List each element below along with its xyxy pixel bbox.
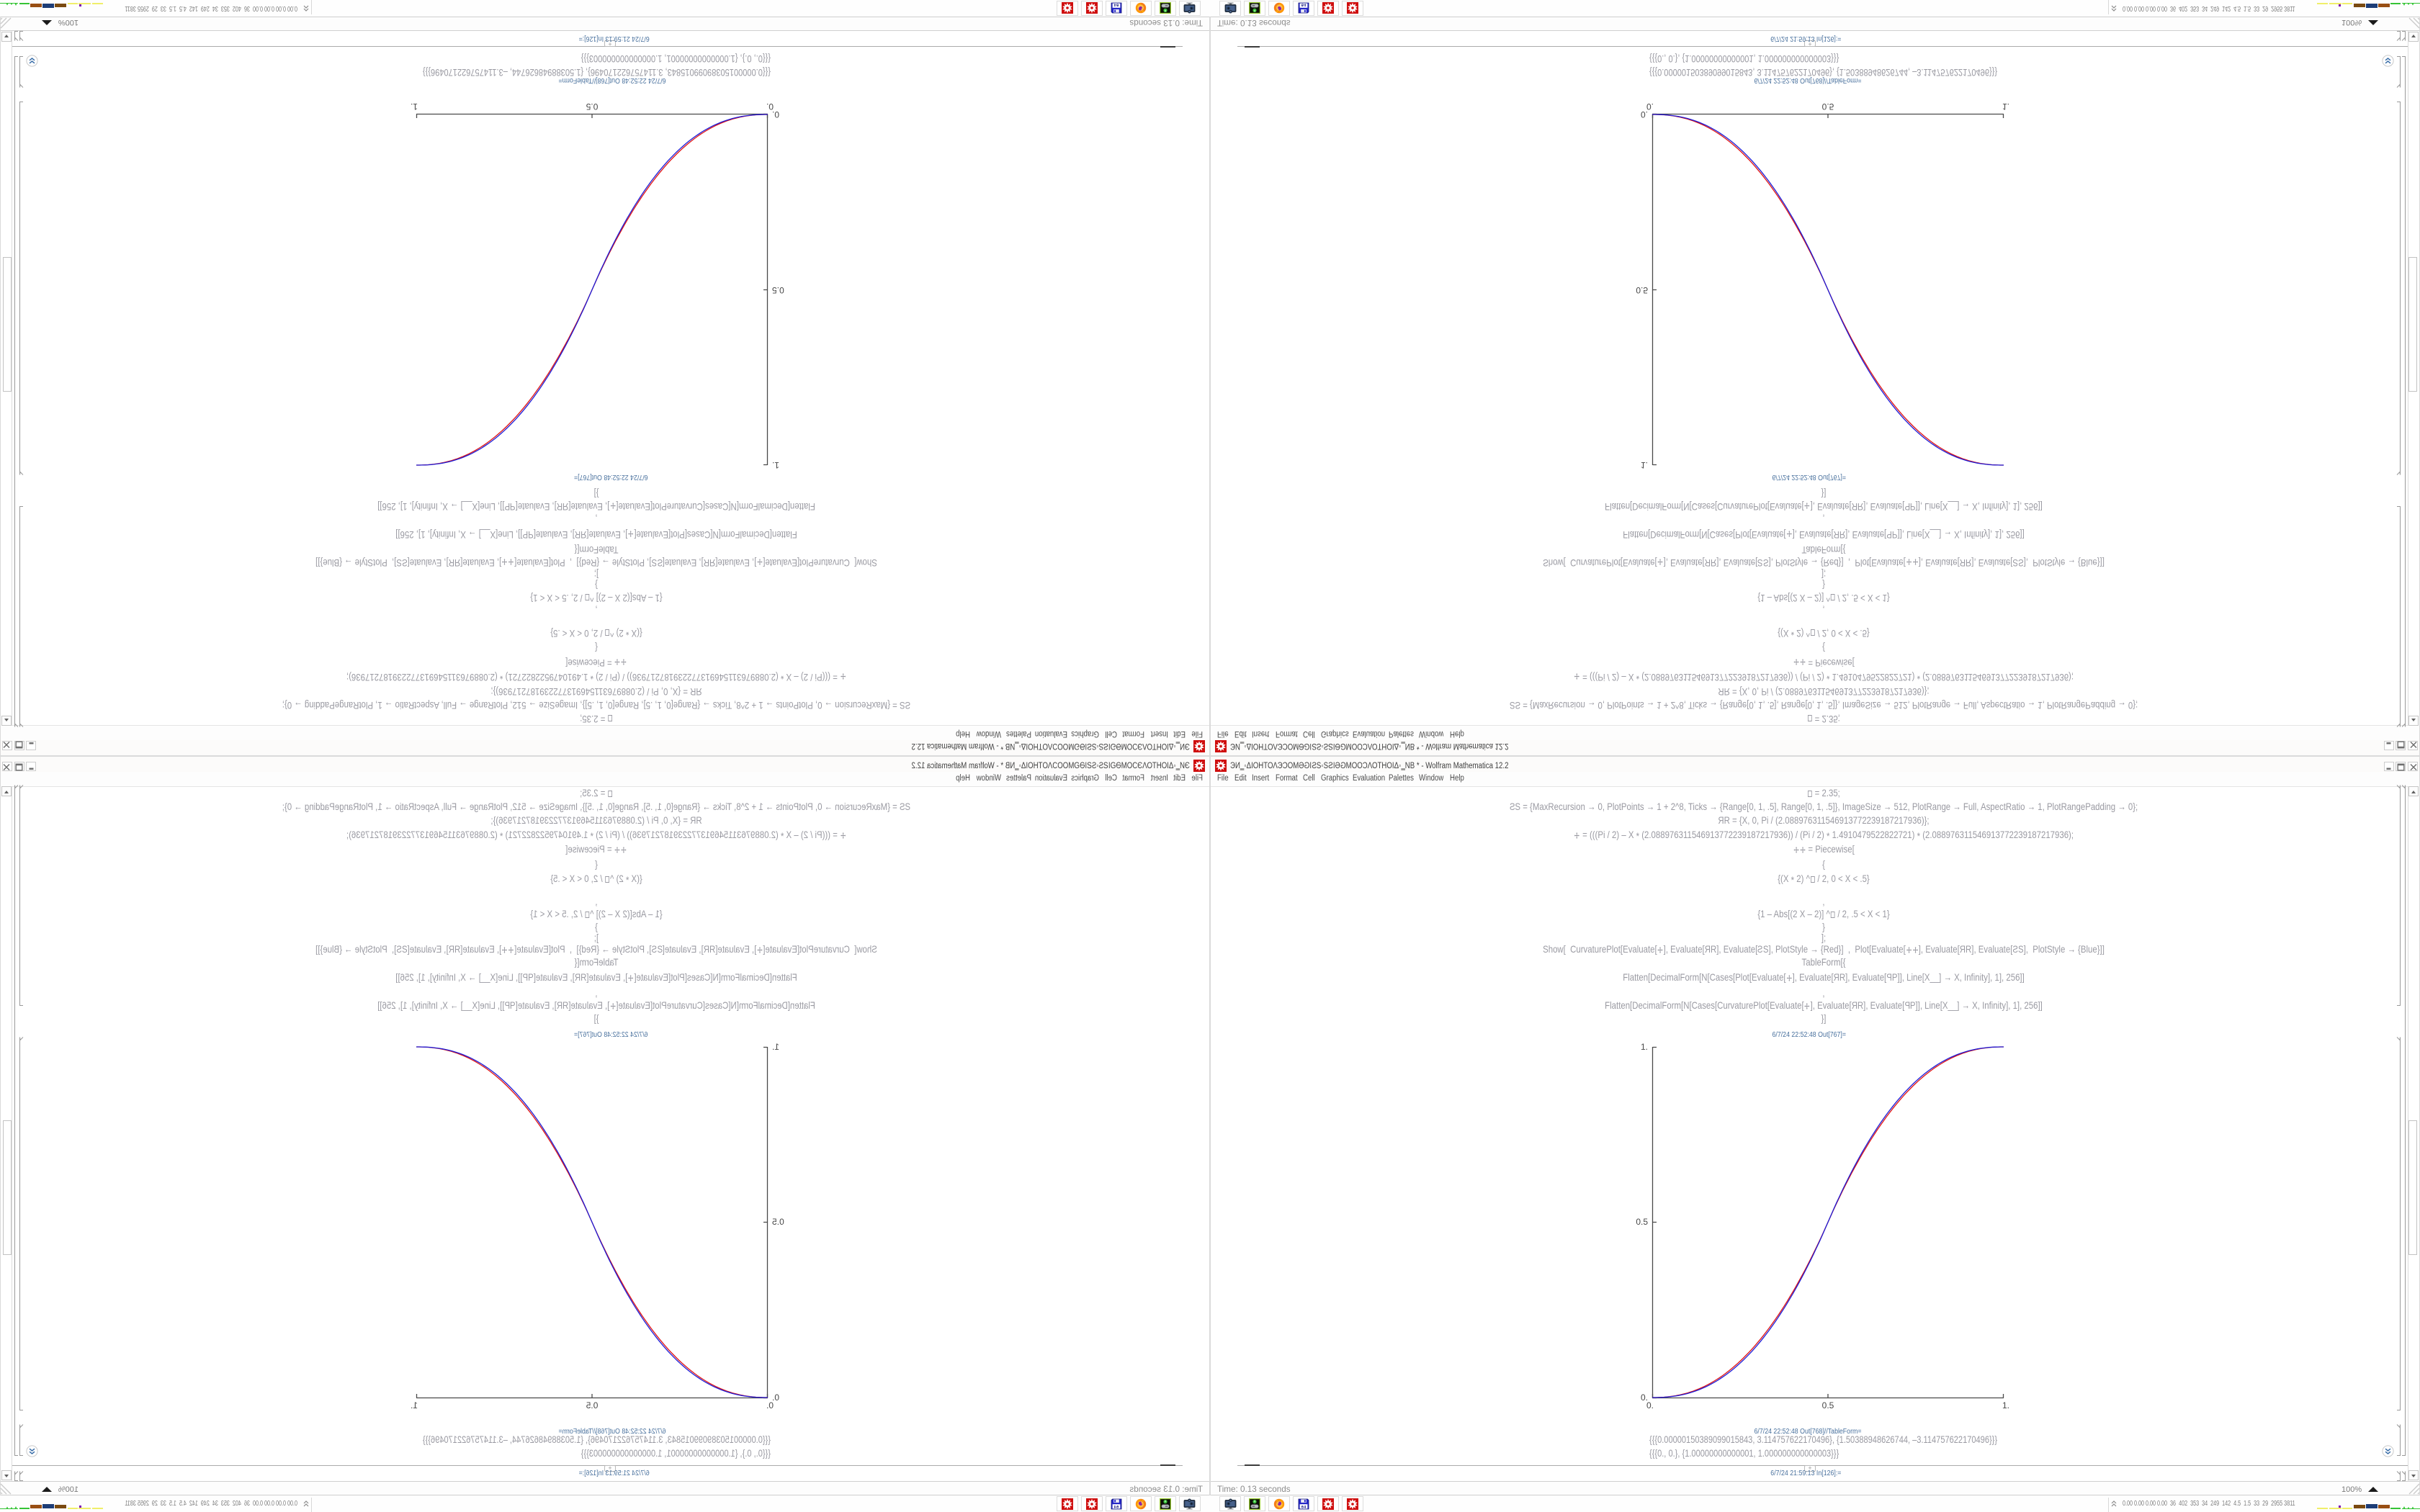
svg-text:64: 64 bbox=[1113, 1504, 1119, 1509]
svg-text:64: 64 bbox=[1301, 1504, 1307, 1509]
svg-text:64: 64 bbox=[1113, 3, 1119, 8]
svg-text:64: 64 bbox=[1301, 3, 1307, 8]
